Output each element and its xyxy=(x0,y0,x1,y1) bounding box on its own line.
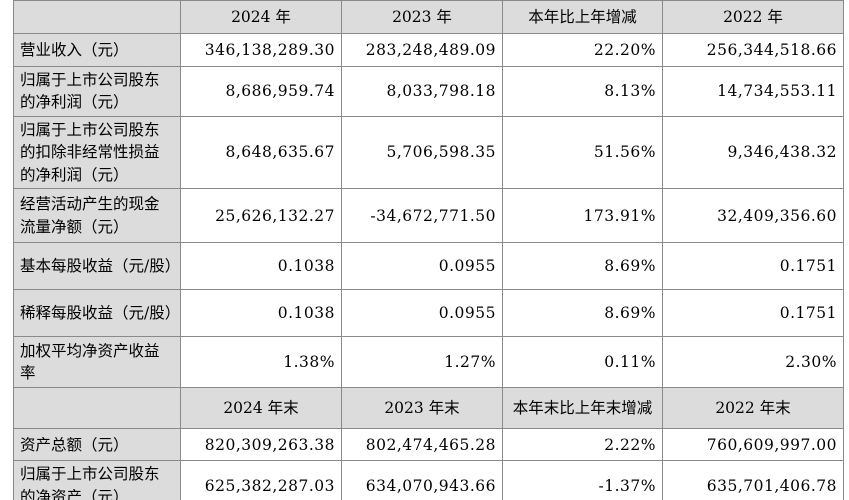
cell-2022: 9,346,438.32 xyxy=(662,115,844,190)
row-label: 资产总额（元） xyxy=(13,428,181,462)
cell-2024: 820,309,263.38 xyxy=(180,428,342,462)
cell-2022: 760,609,997.00 xyxy=(662,428,844,462)
header-year-2024: 2024 年 xyxy=(180,0,342,34)
endpoint-header-row: 2024 年末 2023 年末 本年末比上年末增减 2022 年末 xyxy=(13,387,844,430)
cell-change: 8.69% xyxy=(502,242,663,291)
cell-2023: 634,070,943.66 xyxy=(341,460,503,500)
cell-2023: 802,474,465.28 xyxy=(341,428,503,462)
cell-2024: 346,138,289.30 xyxy=(180,33,342,67)
cell-2024: 1.38% xyxy=(180,336,342,389)
cell-2023: 8,033,798.18 xyxy=(341,66,503,117)
table-row-revenue: 营业收入（元） 346,138,289.30 283,248,489.09 22… xyxy=(13,33,844,67)
table-row-total-assets: 资产总额（元） 820,309,263.38 802,474,465.28 2.… xyxy=(13,428,844,462)
row-label: 加权平均净资产收益率 xyxy=(13,336,181,389)
cell-2023: 283,248,489.09 xyxy=(341,33,503,67)
header-year-2022: 2022 年 xyxy=(662,0,844,34)
financial-summary-table: 2024 年 2023 年 本年比上年增减 2022 年 营业收入（元） 346… xyxy=(13,0,844,500)
cell-change: 0.11% xyxy=(502,336,663,389)
cell-2024: 8,648,635.67 xyxy=(180,115,342,190)
table-row-operating-cash-flow: 经营活动产生的现金流量净额（元） 25,626,132.27 -34,672,7… xyxy=(13,188,844,244)
cell-2023: 5,706,598.35 xyxy=(341,115,503,190)
header-end-2022: 2022 年末 xyxy=(662,387,844,430)
row-label: 营业收入（元） xyxy=(13,33,181,67)
cell-change: 8.69% xyxy=(502,289,663,338)
header-end-2023: 2023 年末 xyxy=(341,387,503,430)
table-row-net-profit: 归属于上市公司股东的净利润（元） 8,686,959.74 8,033,798.… xyxy=(13,66,844,117)
cell-change: 22.20% xyxy=(502,33,663,67)
cell-2023: 0.0955 xyxy=(341,242,503,291)
cell-2022: 2.30% xyxy=(662,336,844,389)
cell-change: 51.56% xyxy=(502,115,663,190)
cell-change: -1.37% xyxy=(502,460,663,500)
row-label: 基本每股收益（元/股） xyxy=(13,242,181,291)
cell-change: 8.13% xyxy=(502,66,663,117)
header-end-2024: 2024 年末 xyxy=(180,387,342,430)
cell-2022: 635,701,406.78 xyxy=(662,460,844,500)
cell-2024: 8,686,959.74 xyxy=(180,66,342,117)
row-label: 归属于上市公司股东的净资产（元） xyxy=(13,460,181,500)
row-label: 归属于上市公司股东的扣除非经常性损益的净利润（元） xyxy=(13,115,181,190)
cell-2023: -34,672,771.50 xyxy=(341,188,503,244)
cell-change: 2.22% xyxy=(502,428,663,462)
header-blank-cell xyxy=(13,387,181,430)
cell-2024: 625,382,287.03 xyxy=(180,460,342,500)
row-label: 稀释每股收益（元/股） xyxy=(13,289,181,338)
header-year-2023: 2023 年 xyxy=(341,0,503,34)
cell-2022: 256,344,518.66 xyxy=(662,33,844,67)
cell-2024: 25,626,132.27 xyxy=(180,188,342,244)
cell-2024: 0.1038 xyxy=(180,289,342,338)
cell-2022: 14,734,553.11 xyxy=(662,66,844,117)
cell-2024: 0.1038 xyxy=(180,242,342,291)
header-blank-cell xyxy=(13,0,181,34)
cell-change: 173.91% xyxy=(502,188,663,244)
table-row-basic-eps: 基本每股收益（元/股） 0.1038 0.0955 8.69% 0.1751 xyxy=(13,242,844,291)
table-row-diluted-eps: 稀释每股收益（元/股） 0.1038 0.0955 8.69% 0.1751 xyxy=(13,289,844,338)
cell-2023: 1.27% xyxy=(341,336,503,389)
header-yoy-change: 本年比上年增减 xyxy=(502,0,663,34)
table-row-weighted-avg-roe: 加权平均净资产收益率 1.38% 1.27% 0.11% 2.30% xyxy=(13,336,844,389)
period-header-row: 2024 年 2023 年 本年比上年增减 2022 年 xyxy=(13,0,844,34)
cell-2022: 0.1751 xyxy=(662,242,844,291)
cell-2022: 32,409,356.60 xyxy=(662,188,844,244)
cell-2023: 0.0955 xyxy=(341,289,503,338)
cell-2022: 0.1751 xyxy=(662,289,844,338)
header-end-change: 本年末比上年末增减 xyxy=(502,387,663,430)
row-label: 归属于上市公司股东的净利润（元） xyxy=(13,66,181,117)
table-row-net-profit-excl-nonrecurring: 归属于上市公司股东的扣除非经常性损益的净利润（元） 8,648,635.67 5… xyxy=(13,115,844,190)
row-label: 经营活动产生的现金流量净额（元） xyxy=(13,188,181,244)
table-row-net-assets: 归属于上市公司股东的净资产（元） 625,382,287.03 634,070,… xyxy=(13,460,844,500)
